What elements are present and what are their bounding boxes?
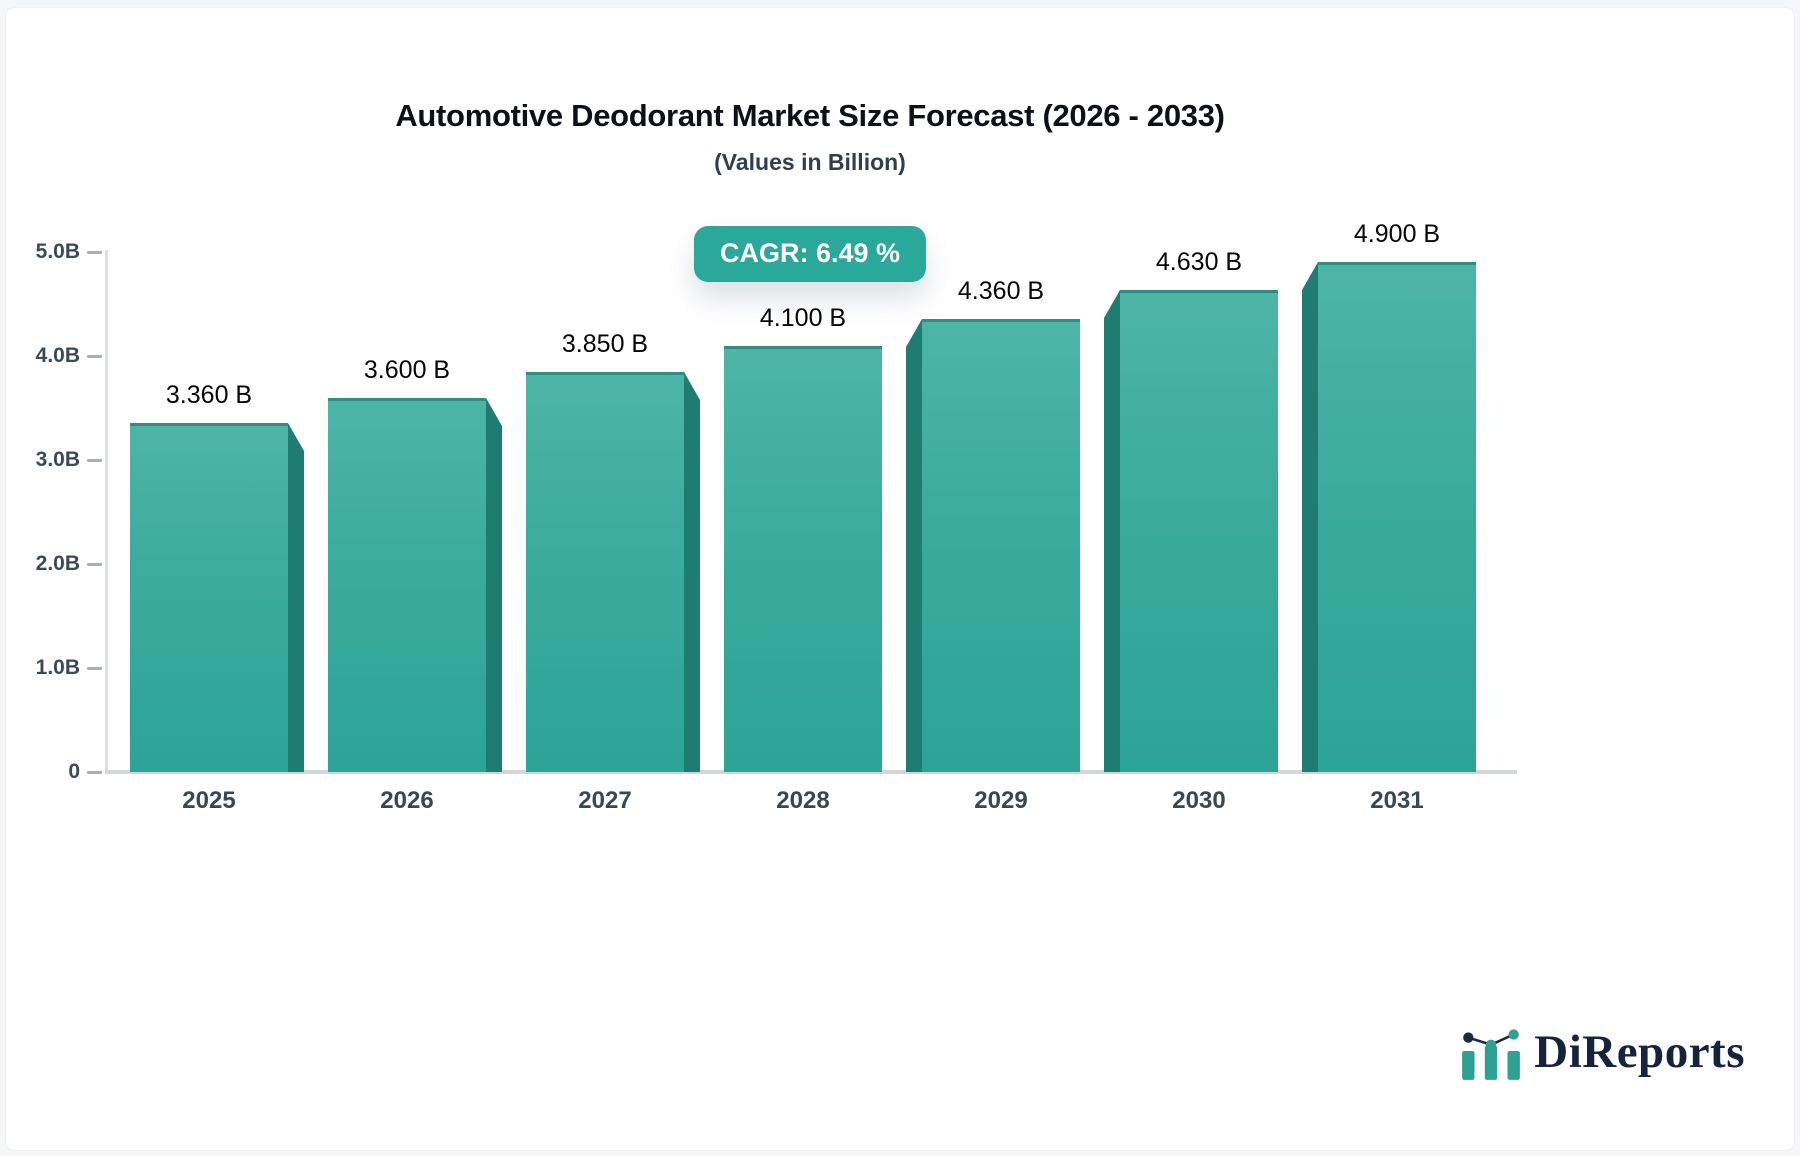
bar-front-face <box>1120 290 1278 772</box>
y-tick-label: 1.0B <box>35 656 80 679</box>
y-axis-line <box>105 250 108 774</box>
bar-2031 <box>1302 262 1476 772</box>
bar-side-face <box>1302 262 1318 772</box>
bar-value-label: 3.360 B <box>165 381 253 409</box>
x-axis-label-2031: 2031 <box>1370 787 1424 814</box>
y-tick-mark <box>87 355 102 358</box>
x-axis-label-2025: 2025 <box>182 787 236 814</box>
y-tick-label: 5.0B <box>35 240 80 263</box>
bar-2026 <box>328 398 502 772</box>
x-axis-label-2026: 2026 <box>380 787 434 814</box>
bar-front-face <box>922 319 1080 772</box>
direports-logo: DiReports <box>1458 1022 1745 1082</box>
x-axis-label-2029: 2029 <box>974 787 1028 814</box>
y-tick-mark <box>87 251 102 254</box>
y-tick-label: 4.0B <box>35 344 80 367</box>
bar-side-face <box>684 372 700 772</box>
bar-front-face <box>328 398 486 772</box>
bar-value-label: 4.900 B <box>1353 220 1441 248</box>
bar-2030 <box>1104 290 1278 772</box>
bar-side-face <box>906 319 922 772</box>
bar-side-face <box>486 398 502 772</box>
bar-2028 <box>724 346 882 772</box>
y-tick-mark <box>87 771 102 774</box>
y-tick-mark <box>87 459 102 462</box>
bar-front-face <box>724 346 882 772</box>
bar-value-label: 4.630 B <box>1155 248 1243 276</box>
bar-value-label: 4.100 B <box>759 304 847 332</box>
bar-front-face <box>130 423 288 772</box>
bar-2025 <box>130 423 304 772</box>
y-tick-mark <box>87 667 102 670</box>
x-axis-label-2027: 2027 <box>578 787 632 814</box>
y-tick-label: 0 <box>68 760 80 783</box>
bar-value-label: 3.600 B <box>363 356 451 384</box>
x-axis-label-2030: 2030 <box>1172 787 1226 814</box>
bar-side-face <box>288 423 304 772</box>
direports-logo-text: DiReports <box>1534 1026 1745 1078</box>
y-tick-mark <box>87 563 102 566</box>
bar-2029 <box>906 319 1080 772</box>
bar-chart-trend-icon <box>1462 1029 1521 1080</box>
bar-value-label: 4.360 B <box>957 277 1045 305</box>
y-tick-label: 2.0B <box>35 552 80 575</box>
bar-side-face <box>1104 290 1120 772</box>
bar-front-face <box>526 372 684 772</box>
chart-title: Automotive Deodorant Market Size Forecas… <box>395 98 1225 133</box>
cagr-badge: CAGR: 6.49 % <box>693 226 927 282</box>
y-tick-label: 3.0B <box>35 448 80 471</box>
bar-front-face <box>1318 262 1476 772</box>
bar-value-label: 3.850 B <box>561 330 649 358</box>
chart-subtitle: (Values in Billion) <box>714 149 906 175</box>
x-axis-label-2028: 2028 <box>776 787 830 814</box>
bar-2027 <box>526 372 700 772</box>
x-axis-baseline <box>105 770 1517 774</box>
